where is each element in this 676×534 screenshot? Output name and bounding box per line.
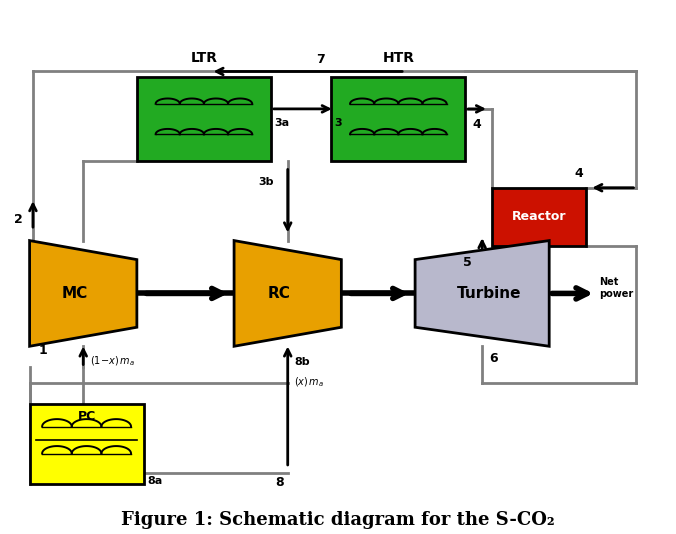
Text: 3b: 3b	[259, 177, 274, 187]
Bar	[492, 188, 586, 246]
Text: HTR: HTR	[383, 51, 414, 65]
Text: Reactor: Reactor	[512, 210, 566, 223]
Text: 5: 5	[463, 256, 472, 270]
Text: Figure 1: Schematic diagram for the S-CO₂: Figure 1: Schematic diagram for the S-CO…	[121, 511, 555, 529]
Text: Turbine: Turbine	[456, 286, 521, 301]
Text: Net
power: Net power	[600, 277, 633, 299]
Text: 2: 2	[14, 213, 23, 226]
Text: RC: RC	[268, 286, 291, 301]
Text: 7: 7	[316, 53, 324, 66]
Text: 6: 6	[489, 351, 498, 365]
Text: 1: 1	[39, 343, 47, 357]
Text: 3a: 3a	[274, 119, 289, 128]
Text: 4: 4	[574, 167, 583, 180]
Text: 3: 3	[335, 119, 342, 128]
Text: $(x)\,m_a$: $(x)\,m_a$	[295, 375, 324, 389]
Polygon shape	[30, 241, 137, 346]
Bar	[30, 404, 143, 484]
Text: 4: 4	[472, 119, 481, 131]
Bar	[137, 77, 271, 161]
Bar	[331, 77, 465, 161]
Text: 8a: 8a	[147, 476, 162, 486]
Text: $(1\!-\!x)\,m_a$: $(1\!-\!x)\,m_a$	[90, 354, 135, 368]
Text: LTR: LTR	[191, 51, 218, 65]
Text: MC: MC	[62, 286, 88, 301]
Text: 8b: 8b	[295, 357, 310, 367]
Polygon shape	[415, 241, 549, 346]
Text: 8: 8	[276, 476, 285, 489]
Polygon shape	[234, 241, 341, 346]
Text: PC: PC	[78, 410, 96, 423]
